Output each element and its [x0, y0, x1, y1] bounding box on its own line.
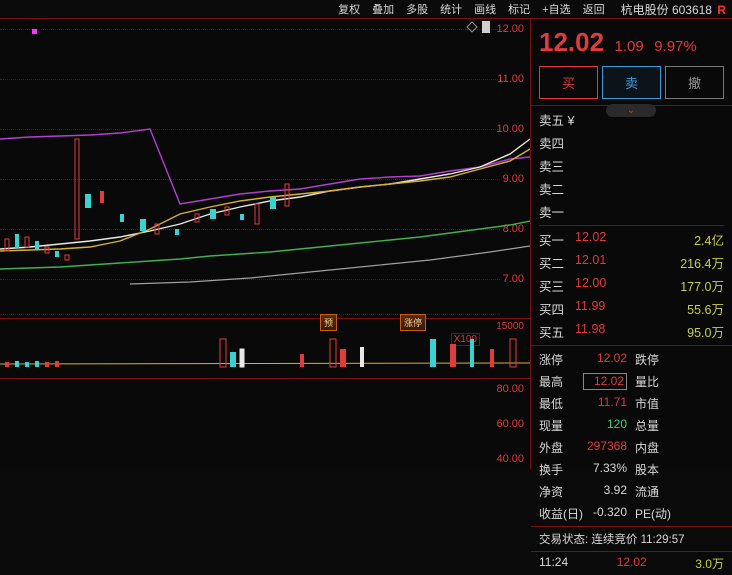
- menu-item-add-favorite[interactable]: +自选: [536, 1, 576, 17]
- stat-row-limit: 涨停 12.02 跌停: [539, 348, 724, 370]
- stat-row-outer: 外盘 297368 内盘: [539, 436, 724, 458]
- sell-row-3: 卖三: [539, 154, 724, 177]
- candlestick-chart[interactable]: 12.00 11.00 10.00 9.00 8.00 7.00: [0, 19, 530, 319]
- moving-average-lines: [0, 19, 530, 319]
- turnover-axis-label: 80.00: [496, 383, 524, 395]
- current-price: 12.02: [539, 27, 604, 57]
- menu-item-huaxian[interactable]: 画线: [468, 1, 502, 17]
- right-info-panel: 12.02 1.09 9.97% 买 卖 撤 ⌄ 卖五 ¥ 卖四 卖三 卖二: [530, 19, 732, 469]
- stock-title: 杭电股份 603618 R: [611, 1, 726, 18]
- stock-trading-app: 复权 叠加 多股 统计 画线 标记 +自选 返回 杭电股份 603618 R 1…: [0, 0, 732, 469]
- cancel-button[interactable]: 撤: [665, 66, 724, 99]
- r-badge: R: [717, 3, 726, 17]
- sell-row-4: 卖四: [539, 131, 724, 154]
- sell-button[interactable]: 卖: [602, 66, 661, 99]
- buy-button[interactable]: 买: [539, 66, 598, 99]
- top-toolbar: 复权 叠加 多股 统计 画线 标记 +自选 返回 杭电股份 603618 R: [0, 0, 732, 19]
- stat-row-high: 最高 12.02 量比: [539, 370, 724, 392]
- buy-row-3: 买三 12.00 177.0万: [539, 274, 724, 297]
- stock-stats-block: 涨停 12.02 跌停 最高 12.02 量比 最低 11.71 市值 现量 1…: [531, 346, 732, 527]
- turnover-axis-label: 60.00: [496, 418, 524, 430]
- buy-row-1: 买一 12.02 2.4亿: [539, 228, 724, 251]
- menu-item-biaoji[interactable]: 标记: [502, 1, 536, 17]
- menu-item-duogu[interactable]: 多股: [400, 1, 434, 17]
- sell-row-1: 卖一: [539, 200, 724, 223]
- volume-bars: [0, 319, 530, 379]
- price-change-pct: 9.97%: [654, 38, 697, 55]
- trading-status: 交易状态: 连续竞价 11:29:57: [531, 527, 732, 552]
- turnover-rate-chart[interactable]: 80.00 60.00 40.00: [0, 379, 530, 469]
- latest-tick-row: 11:24 12.02 3.0万: [531, 552, 732, 575]
- buy-row-2: 买二 12.01 216.4万: [539, 251, 724, 274]
- stat-row-currentvol: 现量 120 总量: [539, 414, 724, 436]
- sell-row-2: 卖二: [539, 177, 724, 200]
- price-change: 1.09: [615, 38, 644, 55]
- volume-chart[interactable]: 15000 X100: [0, 319, 530, 379]
- price-block: 12.02 1.09 9.97% 买 卖 撤: [531, 19, 732, 106]
- menu-item-return[interactable]: 返回: [577, 1, 611, 17]
- stat-row-netasset: 净资 3.92 流通: [539, 480, 724, 502]
- menu-item-fuquan[interactable]: 复权: [332, 1, 366, 17]
- order-book[interactable]: ⌄ 卖五 ¥ 卖四 卖三 卖二 卖一 买一 12.02 2.4亿: [531, 106, 732, 346]
- menu-item-tongji[interactable]: 统计: [434, 1, 468, 17]
- menu-item-dieijia[interactable]: 叠加: [366, 1, 400, 17]
- stat-row-low: 最低 11.71 市值: [539, 392, 724, 414]
- trade-buttons-row: 买 卖 撤: [539, 66, 724, 99]
- buy-row-4: 买四 11.99 55.6万: [539, 297, 724, 320]
- buy-row-5: 买五 11.98 95.0万: [539, 320, 724, 343]
- stat-row-earnings: 收益(日) -0.320 PE(动): [539, 502, 724, 524]
- collapse-toggle-icon[interactable]: ⌄: [606, 104, 656, 117]
- chart-area: 12.00 11.00 10.00 9.00 8.00 7.00: [0, 19, 530, 469]
- stat-row-turnover: 换手 7.33% 股本: [539, 458, 724, 480]
- turnover-axis-label: 40.00: [496, 453, 524, 465]
